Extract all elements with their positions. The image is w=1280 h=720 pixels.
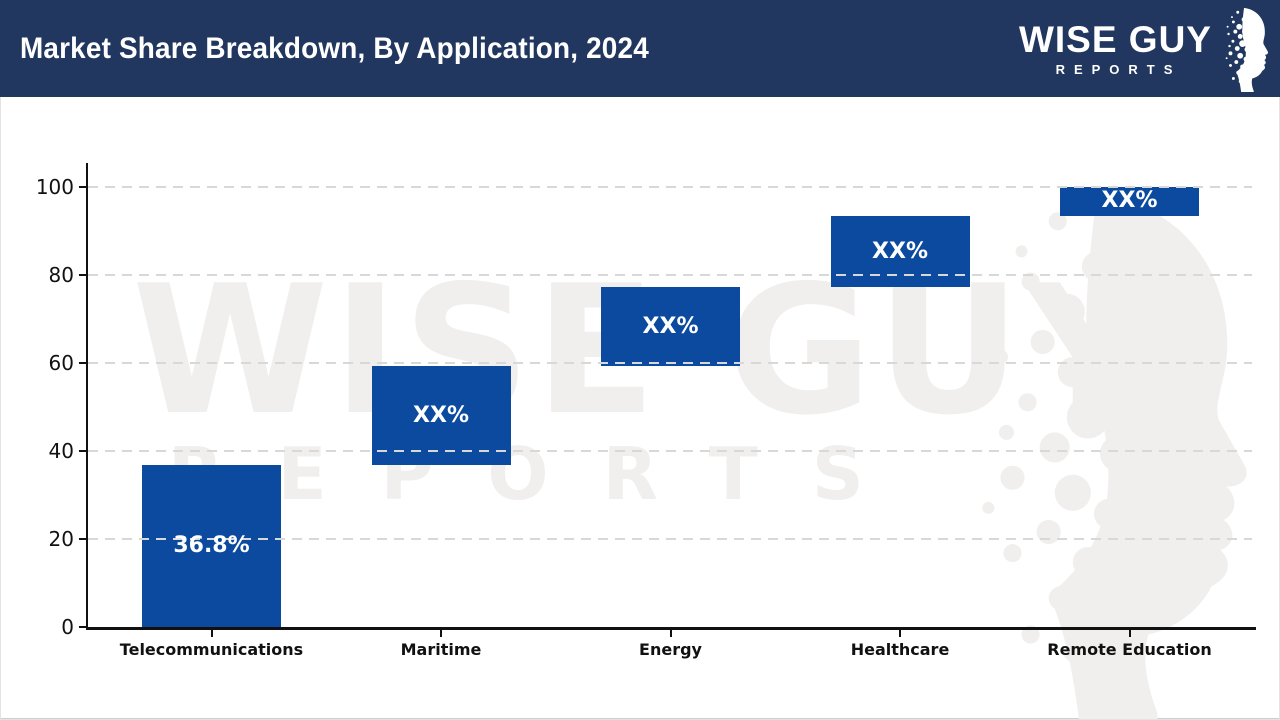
gridline-80 [88, 273, 1252, 276]
bar-maritime [371, 366, 511, 465]
chart-title: Market Share Breakdown, By Application, … [20, 31, 649, 65]
x-tick-label-energy: Energy [639, 640, 702, 659]
bar-value-label-maritime: XX% [413, 402, 469, 428]
brand-tagline: REPORTS [1055, 62, 1182, 77]
y-axis-line [86, 163, 88, 630]
x-tick-label-healthcare: Healthcare [850, 640, 950, 659]
brand-logo: WISE GUY REPORTS [1019, 0, 1274, 97]
y-tick-20 [79, 537, 87, 540]
brand-name: WISE GUY [1018, 19, 1212, 60]
gridline-100 [88, 185, 1252, 188]
x-tick-label-telecommunications: Telecommunications [119, 640, 304, 659]
x-tick-energy [669, 630, 672, 637]
y-tick-label-40: 40 [48, 438, 74, 463]
bar-value-label-energy: XX% [642, 313, 699, 339]
x-tick-telecommunications [210, 630, 213, 637]
bar-energy [601, 287, 740, 367]
x-tick-label-maritime: Maritime [400, 640, 482, 659]
y-tick-label-60: 60 [48, 350, 74, 375]
x-tick-healthcare [899, 630, 901, 637]
x-tick-remote-education [1128, 630, 1131, 637]
x-tick-label-remote-education: Remote Education [1047, 640, 1212, 659]
y-tick-label-20: 20 [48, 526, 74, 551]
gridline-60 [88, 361, 1252, 364]
y-tick-label-0: 0 [61, 615, 74, 639]
bar-value-label-remote-education: XX% [1101, 188, 1158, 214]
bar-value-label-healthcare: XX% [872, 238, 928, 264]
y-tick-40 [79, 449, 87, 452]
bar-value-label-telecommunications: 36.8% [173, 532, 250, 558]
y-tick-0 [79, 626, 87, 628]
header: Market Share Breakdown, By Application, … [0, 0, 1280, 97]
y-tick-80 [79, 273, 87, 276]
gridline-40 [88, 449, 1252, 452]
gridline-20 [88, 537, 1252, 540]
bar-telecommunications [142, 464, 281, 627]
y-tick-label-80: 80 [48, 262, 74, 287]
x-axis-line [86, 627, 1256, 630]
y-tick-100 [79, 185, 87, 188]
y-tick-label-100: 100 [35, 174, 74, 199]
y-tick-60 [79, 361, 87, 364]
x-tick-maritime [440, 630, 442, 637]
